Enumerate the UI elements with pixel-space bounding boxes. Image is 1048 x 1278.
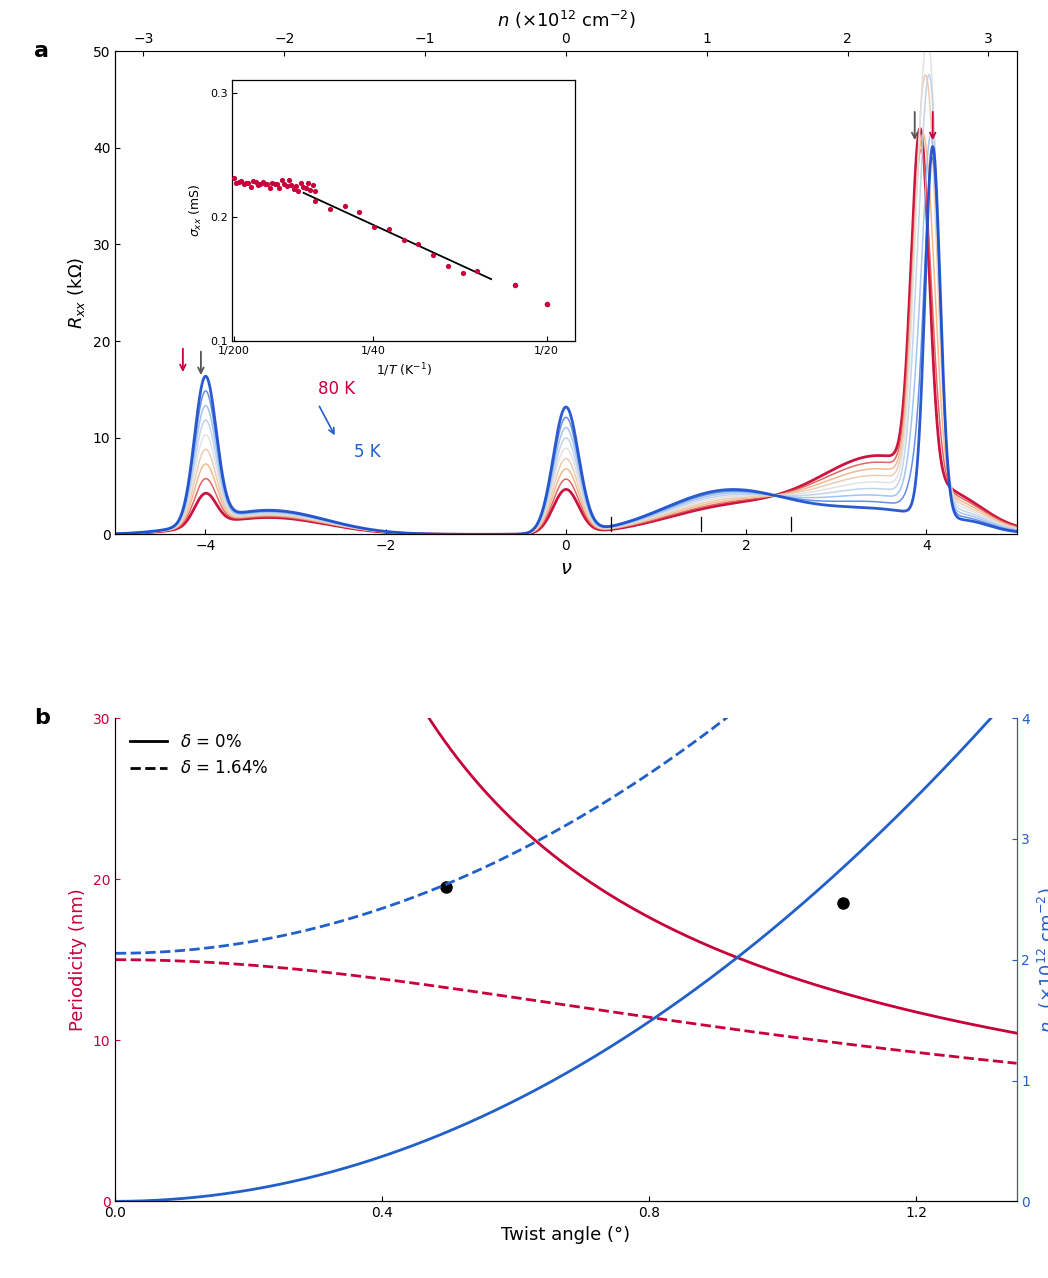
Text: b: b: [35, 708, 50, 728]
X-axis label: $\nu$: $\nu$: [560, 558, 572, 578]
Y-axis label: $n_s$ ($\times$10$^{12}$ cm$^{-2}$): $n_s$ ($\times$10$^{12}$ cm$^{-2}$): [1035, 887, 1048, 1033]
X-axis label: Twist angle (°): Twist angle (°): [501, 1226, 631, 1243]
X-axis label: $n$ ($\times$10$^{12}$ cm$^{-2}$): $n$ ($\times$10$^{12}$ cm$^{-2}$): [497, 9, 635, 31]
Text: 5 K: 5 K: [354, 443, 380, 461]
Y-axis label: Periodicity (nm): Periodicity (nm): [69, 888, 87, 1031]
Text: 80 K: 80 K: [319, 381, 355, 399]
Y-axis label: $R_{xx}$ (k$\Omega$): $R_{xx}$ (k$\Omega$): [66, 257, 87, 328]
Text: a: a: [35, 41, 49, 61]
Legend: $\delta$ = 0%, $\delta$ = 1.64%: $\delta$ = 0%, $\delta$ = 1.64%: [124, 726, 276, 783]
